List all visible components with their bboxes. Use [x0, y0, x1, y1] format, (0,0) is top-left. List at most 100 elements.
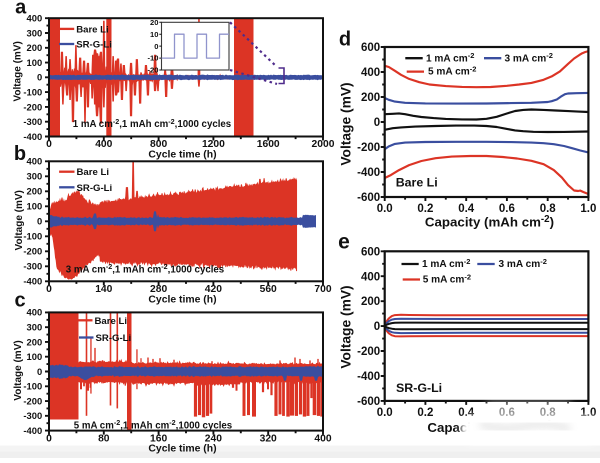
- svg-text:Bare Li: Bare Li: [77, 167, 110, 178]
- svg-text:-10: -10: [148, 54, 159, 63]
- svg-text:100: 100: [27, 351, 43, 362]
- svg-text:160: 160: [150, 433, 167, 444]
- svg-text:200: 200: [27, 186, 43, 197]
- svg-text:-600: -600: [357, 396, 380, 408]
- svg-text:Cycle time (h): Cycle time (h): [148, 149, 216, 160]
- svg-text:100: 100: [27, 201, 43, 212]
- svg-text:-600: -600: [357, 192, 380, 204]
- svg-text:700: 700: [314, 284, 331, 295]
- svg-text:Bare Li: Bare Li: [95, 316, 128, 327]
- svg-text:0: 0: [37, 72, 42, 83]
- svg-text:Voltage (mV): Voltage (mV): [14, 190, 25, 250]
- svg-text:200: 200: [361, 92, 380, 104]
- svg-text:Cycle time (h): Cycle time (h): [148, 294, 216, 305]
- svg-text:-300: -300: [23, 261, 42, 272]
- svg-text:0.8: 0.8: [540, 203, 557, 215]
- svg-text:80: 80: [98, 433, 110, 444]
- svg-text:1.0: 1.0: [580, 407, 596, 419]
- svg-text:b: b: [14, 143, 26, 165]
- svg-text:SR-G-Li: SR-G-Li: [77, 183, 113, 194]
- svg-text:10: 10: [150, 30, 158, 39]
- svg-text:0: 0: [374, 321, 380, 333]
- svg-text:Bare Li: Bare Li: [396, 176, 438, 190]
- svg-text:d: d: [339, 28, 351, 50]
- svg-text:300: 300: [27, 322, 43, 333]
- svg-text:Voltage (mV): Voltage (mV): [13, 41, 24, 101]
- svg-text:1 mA cm-2​,1 mAh cm-2​,1000 cy: 1 mA cm-2​,1 mAh cm-2​,1000 cycles: [73, 117, 231, 130]
- svg-text:0: 0: [374, 117, 380, 129]
- svg-text:0.4: 0.4: [458, 407, 475, 419]
- svg-text:280: 280: [150, 284, 167, 295]
- svg-text:-20: -20: [148, 66, 159, 75]
- svg-text:5 mA cm-2​: 5 mA cm-2​: [423, 272, 471, 285]
- svg-text:-200: -200: [23, 101, 42, 112]
- svg-text:600: 600: [361, 42, 380, 54]
- svg-text:-200: -200: [23, 395, 42, 406]
- svg-text:SR-G-Li: SR-G-Li: [76, 40, 112, 51]
- svg-text:-400: -400: [357, 371, 380, 383]
- svg-text:0: 0: [46, 433, 52, 444]
- svg-text:3 mA cm-2​: 3 mA cm-2​: [499, 257, 547, 270]
- svg-text:-400: -400: [23, 425, 42, 436]
- svg-text:-100: -100: [23, 381, 42, 392]
- svg-text:800: 800: [150, 139, 167, 150]
- svg-text:1600: 1600: [257, 139, 280, 150]
- svg-text:Voltage (mV): Voltage (mV): [339, 285, 354, 368]
- svg-text:400: 400: [361, 67, 380, 79]
- svg-text:0.0: 0.0: [377, 407, 393, 419]
- svg-text:1200: 1200: [202, 139, 225, 150]
- svg-text:400: 400: [27, 307, 43, 318]
- svg-text:100: 100: [27, 57, 43, 68]
- svg-text:0: 0: [46, 284, 52, 295]
- svg-text:420: 420: [205, 284, 222, 295]
- svg-text:300: 300: [27, 171, 43, 182]
- svg-text:1.0: 1.0: [580, 203, 596, 215]
- svg-text:c: c: [14, 290, 25, 312]
- svg-text:-200: -200: [357, 142, 380, 154]
- svg-text:-100: -100: [23, 87, 42, 98]
- svg-text:400: 400: [95, 139, 112, 150]
- svg-text:0: 0: [37, 216, 42, 227]
- svg-text:-400: -400: [357, 167, 380, 179]
- svg-text:SR-G-Li: SR-G-Li: [96, 333, 132, 344]
- svg-text:1 mA cm-2​: 1 mA cm-2​: [426, 51, 474, 64]
- svg-text:400: 400: [27, 13, 43, 24]
- svg-text:300: 300: [27, 27, 43, 38]
- svg-text:Bare Li: Bare Li: [76, 24, 109, 35]
- svg-text:600: 600: [361, 246, 380, 258]
- svg-text:-300: -300: [23, 116, 42, 127]
- svg-text:1 mA cm-2​: 1 mA cm-2​: [422, 257, 470, 270]
- svg-text:5 mA cm-2​: 5 mA cm-2​: [428, 64, 476, 77]
- svg-text:-300: -300: [23, 410, 42, 421]
- svg-text:5 mA cm-2​,1 mAh cm-2​,1000 cy: 5 mA cm-2​,1 mAh cm-2​,1000 cycles: [74, 418, 232, 431]
- svg-text:400: 400: [314, 433, 331, 444]
- svg-text:-200: -200: [357, 346, 380, 358]
- svg-text:-200: -200: [23, 246, 42, 257]
- svg-text:400: 400: [27, 156, 43, 167]
- svg-text:0: 0: [37, 366, 42, 377]
- svg-text:3 mA cm-2​: 3 mA cm-2​: [505, 51, 553, 64]
- svg-text:200: 200: [361, 296, 380, 308]
- svg-text:0.4: 0.4: [458, 203, 475, 215]
- svg-text:SR-G-Li: SR-G-Li: [396, 381, 442, 395]
- svg-text:Cycle time (h): Cycle time (h): [148, 444, 216, 455]
- svg-text:320: 320: [260, 433, 277, 444]
- svg-text:Capacity (mAh cm-2​): Capacity (mAh cm-2​): [425, 214, 554, 229]
- svg-text:0.6: 0.6: [499, 203, 515, 215]
- svg-text:0.2: 0.2: [417, 407, 433, 419]
- svg-text:-400: -400: [23, 276, 42, 287]
- svg-text:-100: -100: [23, 231, 42, 242]
- svg-text:200: 200: [27, 42, 43, 53]
- svg-text:0: 0: [154, 42, 158, 51]
- svg-text:0.2: 0.2: [417, 203, 433, 215]
- svg-text:560: 560: [260, 284, 277, 295]
- svg-text:a: a: [15, 0, 27, 19]
- svg-text:200: 200: [27, 336, 43, 347]
- svg-text:400: 400: [361, 271, 380, 283]
- svg-text:3 mA cm-2​,1 mAh cm-2​,1000 cy: 3 mA cm-2​,1 mAh cm-2​,1000 cycles: [66, 262, 224, 275]
- svg-text:0.0: 0.0: [377, 203, 393, 215]
- svg-text:240: 240: [205, 433, 222, 444]
- svg-text:-400: -400: [23, 131, 42, 142]
- svg-text:Voltage (mV): Voltage (mV): [339, 82, 354, 165]
- svg-text:20: 20: [150, 18, 158, 27]
